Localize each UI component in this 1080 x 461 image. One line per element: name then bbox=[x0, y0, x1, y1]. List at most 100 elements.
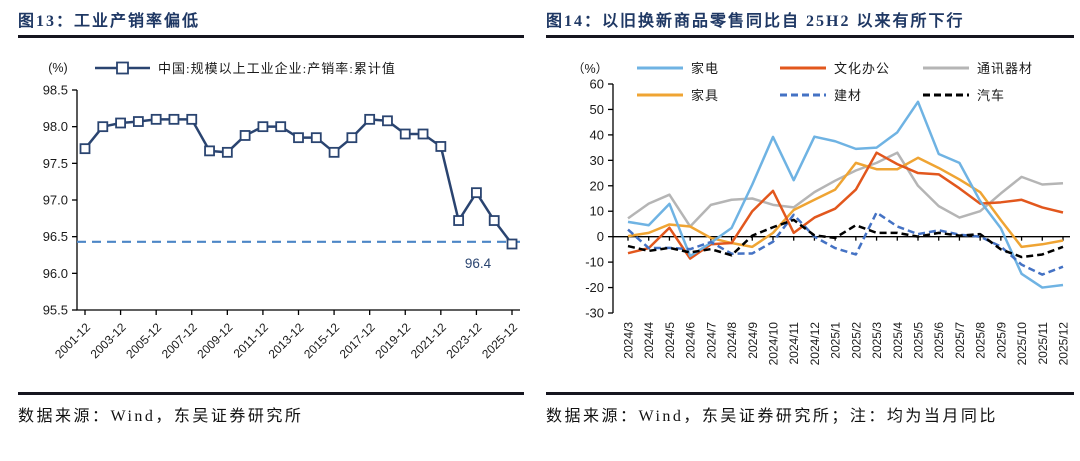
y-tick-label: -30 bbox=[585, 306, 604, 321]
legend-label-建材: 建材 bbox=[834, 88, 862, 103]
legend-marker-swatch bbox=[116, 61, 129, 75]
x-tick-label: 2024/10 bbox=[767, 322, 781, 366]
legend-label-通讯器材: 通讯器材 bbox=[977, 61, 1033, 76]
series-line-文化办公 bbox=[627, 151, 1064, 260]
legend-label-文化办公: 文化办公 bbox=[834, 61, 890, 76]
legend: 中国:规模以上工业企业:产销率:累计值 bbox=[95, 61, 396, 76]
data-point-marker bbox=[453, 215, 465, 226]
series-line-汽车 bbox=[627, 218, 1064, 259]
x-tick-label: 2013-12 bbox=[266, 320, 307, 361]
x-tick-label: 2001-12 bbox=[52, 320, 93, 361]
figure13-panel: 图13：工业产销率偏低 95.5 96.0 96.5 97.0 97.5 98.0 98.5… bbox=[18, 13, 524, 425]
data-point-marker bbox=[221, 146, 233, 158]
y-axis-unit-label: (%) bbox=[48, 61, 67, 75]
data-point-marker bbox=[471, 187, 482, 199]
data-point-marker bbox=[346, 132, 358, 144]
x-tick-label: 2015-12 bbox=[301, 320, 342, 361]
x-tick-label: 2024/6 bbox=[684, 322, 698, 359]
y-tick-label: 98.5 bbox=[43, 83, 68, 98]
x-tick-label: 2024/7 bbox=[704, 322, 718, 359]
figure14-footer-rule bbox=[546, 392, 1074, 395]
x-tick-label: 2003-12 bbox=[88, 320, 129, 361]
figure14-title-rule bbox=[546, 35, 1074, 38]
x-tick-label: 2023-12 bbox=[443, 320, 484, 361]
legend-label-家具: 家具 bbox=[691, 88, 719, 103]
data-point-marker bbox=[293, 132, 304, 144]
figure13-chart: 95.5 96.0 96.5 97.0 97.5 98.0 98.5 2001-122003-… bbox=[43, 61, 521, 361]
x-tick-label: 2024/5 bbox=[663, 322, 677, 359]
y-tick-label: 96.5 bbox=[43, 229, 68, 244]
x-tick-label: 2025-12 bbox=[479, 320, 520, 361]
figure14-panel: 图14：以旧换新商品零售同比自 25H2 以来有所下行 -30 -20 -10 0 10… bbox=[540, 0, 1080, 461]
data-point-marker bbox=[132, 116, 144, 127]
data-point-marker bbox=[257, 121, 269, 133]
x-tick-label: 2025/7 bbox=[953, 322, 967, 359]
x-tick-label: 2007-12 bbox=[159, 320, 200, 361]
figure13-source-note: 数据来源：Wind，东吴证券研究所 bbox=[18, 408, 304, 425]
y-tick-label: 10 bbox=[590, 204, 604, 219]
y-tick-label: 20 bbox=[590, 178, 604, 193]
legend-label-家电: 家电 bbox=[691, 61, 719, 76]
x-tick-label: 2025/9 bbox=[994, 322, 1008, 359]
y-tick-label: 50 bbox=[590, 102, 604, 117]
data-point-marker bbox=[97, 121, 109, 133]
y-tick-label: 60 bbox=[590, 77, 604, 92]
figure13-title-rule bbox=[18, 35, 524, 38]
y-tick-label: -10 bbox=[585, 255, 604, 270]
figure14-title: 图14：以旧换新商品零售同比自 25H2 以来有所下行 bbox=[546, 13, 965, 30]
legend-label-汽车: 汽车 bbox=[977, 88, 1005, 103]
series-line-家具 bbox=[627, 156, 1064, 249]
y-tick-label: 95.5 bbox=[43, 303, 68, 318]
x-tick-label: 2011-12 bbox=[231, 320, 272, 361]
axes bbox=[608, 83, 1070, 314]
series-line-建材 bbox=[627, 211, 1064, 276]
figure14-chart: -30 -20 -10 0 10 20 30 40 50 60 2024/3 2024/4 2024/5… bbox=[572, 61, 1071, 366]
data-point-marker bbox=[310, 132, 322, 144]
data-point-marker bbox=[364, 113, 376, 125]
x-tick-label: 2025/2 bbox=[849, 322, 863, 359]
x-tick-label: 2025/1 bbox=[829, 322, 843, 359]
y-tick-label: 98.0 bbox=[43, 119, 68, 134]
x-tick-label: 2024/4 bbox=[642, 322, 656, 359]
series-markers bbox=[79, 113, 518, 250]
x-tick-label: 2025/4 bbox=[891, 322, 905, 359]
y-tick-label: 0 bbox=[597, 229, 604, 244]
data-point-marker bbox=[488, 215, 500, 226]
x-tick-label: 2024/3 bbox=[622, 322, 636, 359]
x-tick-label: 2024/9 bbox=[746, 322, 760, 359]
x-tick-label: 2024/8 bbox=[725, 322, 739, 359]
y-tick-label: 40 bbox=[590, 127, 604, 142]
axes bbox=[72, 89, 520, 315]
data-point-marker bbox=[239, 130, 251, 141]
data-point-marker bbox=[186, 113, 198, 125]
series-line-家电 bbox=[627, 100, 1064, 289]
x-tick-label: 2009-12 bbox=[194, 320, 235, 361]
data-point-marker bbox=[417, 128, 429, 140]
figure14-source-note: 数据来源：Wind，东吴证券研究所；注：均为当月同比 bbox=[546, 408, 998, 425]
y-tick-label: 97.0 bbox=[43, 193, 68, 208]
data-point-marker bbox=[399, 128, 411, 140]
y-tick-label: 30 bbox=[590, 153, 604, 168]
y-tick-label: 96.0 bbox=[43, 266, 68, 281]
x-tick-label: 2025/12 bbox=[1057, 322, 1071, 366]
data-point-marker bbox=[506, 238, 518, 250]
x-tick-label: 2024/12 bbox=[808, 322, 822, 366]
data-point-marker bbox=[79, 143, 91, 155]
x-tick-label: 2025/6 bbox=[932, 322, 946, 359]
last-value-label: 96.4 bbox=[465, 256, 492, 271]
data-point-marker bbox=[204, 145, 215, 157]
data-point-marker bbox=[115, 117, 126, 129]
x-tick-label: 2017-12 bbox=[337, 320, 378, 361]
figure13-title: 图13：工业产销率偏低 bbox=[18, 13, 201, 30]
y-tick-label: -20 bbox=[585, 280, 604, 295]
x-tick-label: 2025/5 bbox=[912, 322, 926, 359]
figure13-footer-rule bbox=[18, 392, 524, 395]
x-tick-label: 2021-12 bbox=[408, 320, 449, 361]
legend-label: 中国:规模以上工业企业:产销率:累计值 bbox=[158, 61, 396, 76]
x-tick-label: 2024/11 bbox=[787, 322, 801, 365]
x-tick-label: 2025/11 bbox=[1036, 322, 1050, 365]
data-point-marker bbox=[275, 121, 287, 133]
data-point-marker bbox=[168, 113, 180, 125]
